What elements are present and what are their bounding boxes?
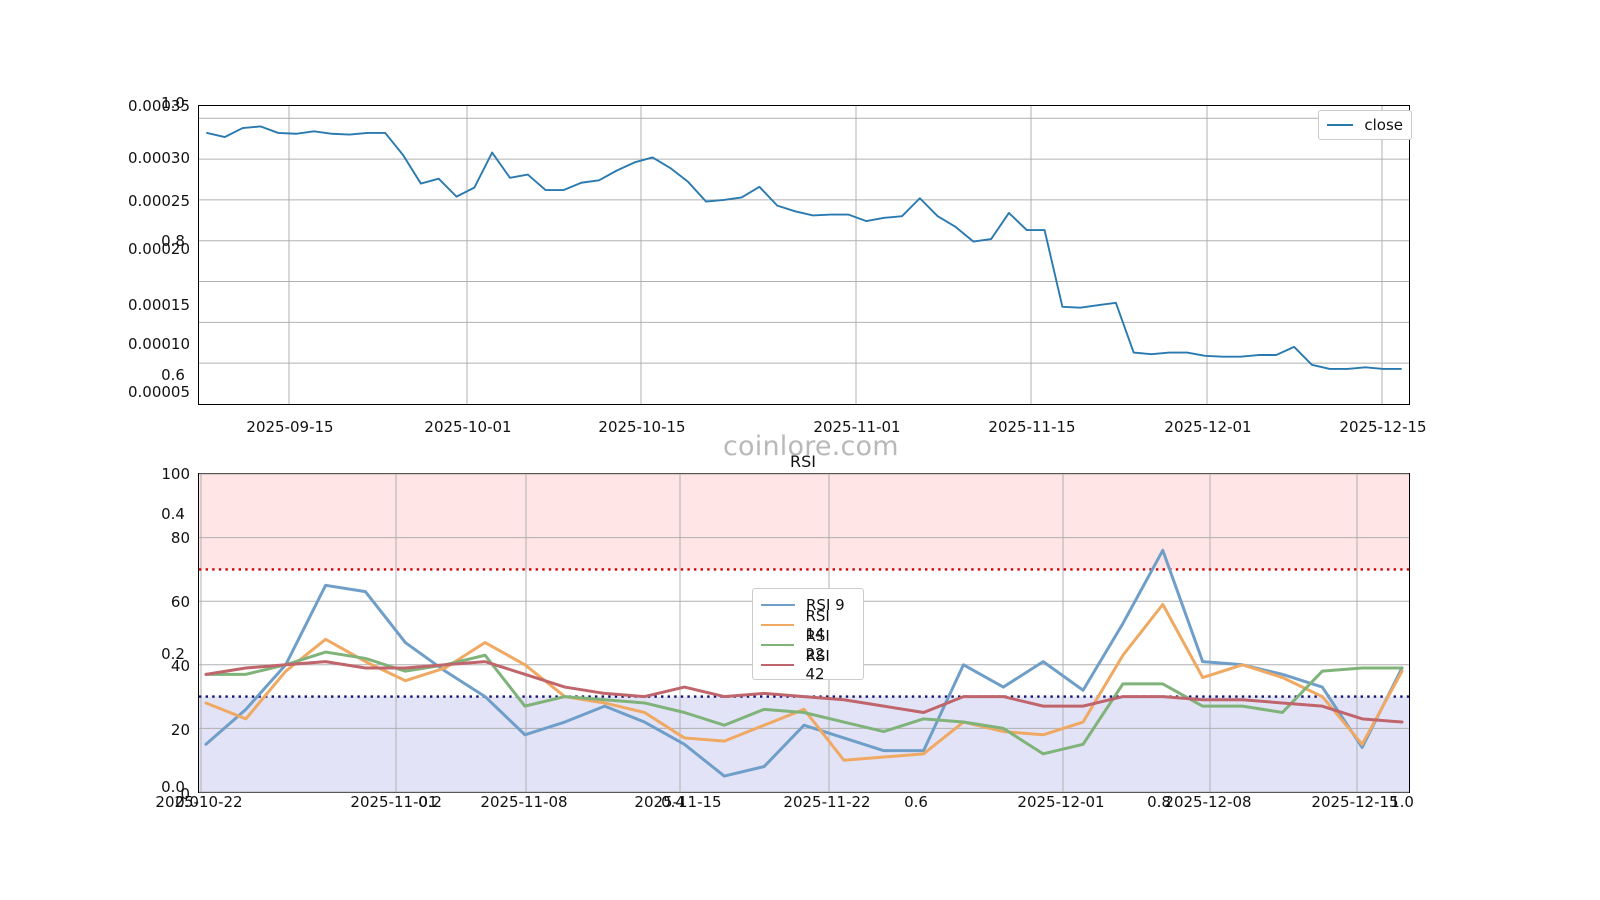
legend-label-close: close [1364,116,1403,134]
rsi-42-line [204,660,1404,724]
rsi-14-line-swatch [761,624,795,626]
rsi-22-line-swatch [761,644,795,646]
rsi-xtick-2025-12-08: 2025-12-08 [1164,793,1252,811]
rsi-overlay-xtick-0.4: 0.4 [661,793,685,811]
rsi-9-line-swatch [761,604,795,606]
rsi-series-canvas [199,473,1409,793]
rsi-xtick-2025-12-15: 2025-12-15 [1311,793,1399,811]
rsi-xtick-2025-12-01: 2025-12-01 [1017,793,1105,811]
rsi-ytick-100: 100 [161,465,190,483]
rsi-ytick-60: 60 [170,593,190,611]
close-line-swatch [1327,124,1354,126]
price-legend: close [1318,110,1412,140]
price-ytick-0.00015: 0.00015 [127,296,190,314]
legend-item-close: close [1327,115,1403,135]
rsi-14-line [204,602,1404,762]
price-ytick-0.00005: 0.00005 [127,383,190,401]
rsi-xtick-2025-11-15: 2025-11-15 [634,793,722,811]
rsi-overlay-xtick-0.6: 0.6 [904,793,928,811]
price-xtick-2025-12-01: 2025-12-01 [1164,418,1252,436]
rsi-ytick-20: 20 [170,721,190,739]
price-xtick-2025-09-15: 2025-09-15 [246,418,334,436]
rsi-xtick-2025-10-22: 2025-10-22 [155,793,243,811]
legend-label-rsi-42: RSI 42 [805,647,830,683]
price-ytick-0.00035: 0.00035 [127,97,190,115]
rsi-overlay-xtick-0.2: 0.2 [418,793,442,811]
legend-item-rsi-9: RSI 9 [761,595,853,615]
rsi-overlay-ytick-0.4: 0.4 [161,505,185,523]
rsi-xtick-2025-11-22: 2025-11-22 [783,793,871,811]
price-xtick-2025-11-01: 2025-11-01 [813,418,901,436]
legend-item-rsi-22: RSI 22 [761,627,853,663]
price-overlay-ytick-1.0: 1.0 [161,94,185,112]
rsi-chart-title: RSI [790,452,816,471]
price-xtick-2025-11-15: 2025-11-15 [988,418,1076,436]
rsi-overlay-ytick-0.0: 0.0 [161,778,185,796]
price-ytick-0.00020: 0.00020 [127,240,190,258]
rsi-ytick-0: 0 [180,785,190,803]
rsi-overlay-xtick-0.0: 0.0 [175,793,199,811]
price-close-line [206,125,1402,370]
rsi-ytick-40: 40 [170,657,190,675]
watermark: coinlore.com [723,431,899,462]
price-xtick-2025-10-15: 2025-10-15 [598,418,686,436]
price-overlay-ytick-0.6: 0.6 [161,366,185,384]
price-overlay-ytick-0.8: 0.8 [161,232,185,250]
rsi-legend: RSI 9 RSI 14 RSI 22 RSI 42 [752,588,864,683]
legend-label-rsi-22: RSI 22 [805,627,830,663]
rsi-overlay-ytick-0.2: 0.2 [161,645,185,663]
legend-label-rsi-14: RSI 14 [805,607,830,643]
price-xtick-2025-12-15: 2025-12-15 [1339,418,1427,436]
legend-item-rsi-14: RSI 14 [761,607,853,643]
price-chart-plot-area [198,105,1410,405]
price-ytick-0.00025: 0.00025 [127,192,190,210]
price-ytick-0.00010: 0.00010 [127,335,190,353]
rsi-xtick-2025-11-01: 2025-11-01 [350,793,438,811]
rsi-9-line [204,548,1404,778]
legend-label-rsi-9: RSI 9 [806,596,845,614]
price-series-canvas [199,106,1409,404]
rsi-overlay-xtick-0.8: 0.8 [1147,793,1171,811]
rsi-xtick-2025-11-08: 2025-11-08 [480,793,568,811]
rsi-overlay-xtick-1.0: 1.0 [1390,793,1414,811]
rsi-ytick-80: 80 [170,529,190,547]
price-ytick-0.00030: 0.00030 [127,149,190,167]
legend-item-rsi-42: RSI 42 [761,647,853,683]
price-xtick-2025-10-01: 2025-10-01 [424,418,512,436]
rsi-42-line-swatch [761,664,795,666]
rsi-overbought-zone [199,474,1409,570]
rsi-22-line [204,650,1404,756]
